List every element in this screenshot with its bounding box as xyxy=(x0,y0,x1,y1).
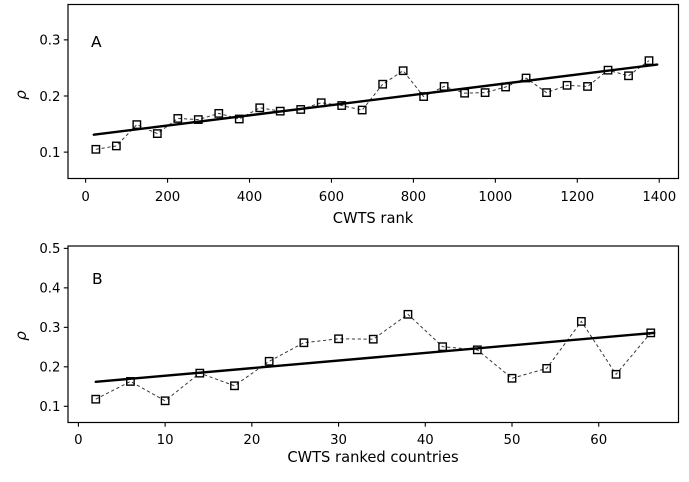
x-tick-label: 0 xyxy=(81,190,89,205)
x-tick-label: 1200 xyxy=(560,190,594,205)
plot-border xyxy=(67,3,680,180)
data-point-marker xyxy=(644,56,654,66)
data-point-marker xyxy=(480,88,490,98)
panel-letter-a: A xyxy=(91,33,102,51)
series-dashed-line xyxy=(95,313,652,402)
y-tick-label: 0.1 xyxy=(39,146,60,161)
data-point-marker xyxy=(91,144,101,154)
y-tick-label: 0.4 xyxy=(39,282,60,297)
data-point-marker xyxy=(334,334,343,344)
x-tick-label: 400 xyxy=(237,190,262,205)
panel-letter-b: B xyxy=(92,270,103,288)
data-point-marker xyxy=(230,381,239,391)
data-point-marker xyxy=(542,88,551,98)
x-tick-label: 30 xyxy=(330,433,347,448)
x-tick-label: 50 xyxy=(504,433,521,448)
y-tick-label: 0.2 xyxy=(39,90,60,105)
data-point-marker xyxy=(299,338,309,348)
panel-a: 0 200 400 600 800 1000 1200 1400 0.1 0.2 0.3 A CWTS … xyxy=(12,3,680,227)
x-tick-label: 40 xyxy=(417,433,434,448)
y-axis-label: ρ xyxy=(12,331,30,341)
data-point-marker xyxy=(173,114,183,123)
trend-line xyxy=(92,63,659,136)
series-dashed-line xyxy=(95,60,650,150)
data-point-marker xyxy=(214,108,224,118)
data-point-marker xyxy=(152,129,162,138)
x-axis-label: CWTS ranked countries xyxy=(287,449,458,466)
data-point-marker xyxy=(337,101,347,110)
data-point-marker xyxy=(398,66,408,76)
x-tick-label: 60 xyxy=(590,433,607,448)
data-point-marker xyxy=(160,396,170,406)
x-tick-label: 10 xyxy=(157,433,174,448)
data-point-marker xyxy=(91,394,101,404)
y-tick-label: 0.1 xyxy=(39,400,60,415)
data-point-marker xyxy=(264,356,274,366)
data-point-marker xyxy=(576,317,586,326)
x-tick-label: 200 xyxy=(155,190,180,205)
data-point-marker xyxy=(368,334,378,344)
data-point-marker xyxy=(403,309,413,319)
data-point-marker xyxy=(611,369,621,379)
y-tick-label: 0.3 xyxy=(39,321,60,336)
data-point-marker xyxy=(193,115,203,124)
data-point-marker xyxy=(507,373,517,383)
data-point-marker xyxy=(542,364,552,373)
x-tick-label: 20 xyxy=(243,433,260,448)
y-tick-label: 0.3 xyxy=(39,34,60,49)
x-tick-label: 800 xyxy=(401,190,426,205)
data-point-marker xyxy=(255,103,265,113)
y-tick-label: 0.2 xyxy=(39,361,60,376)
y-axis-label: ρ xyxy=(12,90,30,100)
data-point-marker xyxy=(624,71,633,81)
trend-line xyxy=(94,331,656,384)
data-point-marker xyxy=(234,114,244,124)
data-point-marker xyxy=(111,141,121,151)
y-tick-label: 0.5 xyxy=(39,242,60,257)
plot-border xyxy=(67,245,680,424)
data-point-marker xyxy=(378,79,388,89)
x-tick-label: 1400 xyxy=(642,190,676,205)
x-axis-label: CWTS rank xyxy=(333,210,414,227)
x-tick-label: 1000 xyxy=(478,190,512,205)
data-point-marker xyxy=(583,82,592,91)
data-point-marker xyxy=(357,105,367,115)
data-point-marker xyxy=(562,80,572,90)
x-tick-label: 0 xyxy=(74,433,82,448)
x-tick-label: 600 xyxy=(319,190,344,205)
panel-b: 0 10 20 30 40 50 60 0.1 0.2 0.3 0.4 0.5 B CWTS ranked… xyxy=(12,242,680,466)
